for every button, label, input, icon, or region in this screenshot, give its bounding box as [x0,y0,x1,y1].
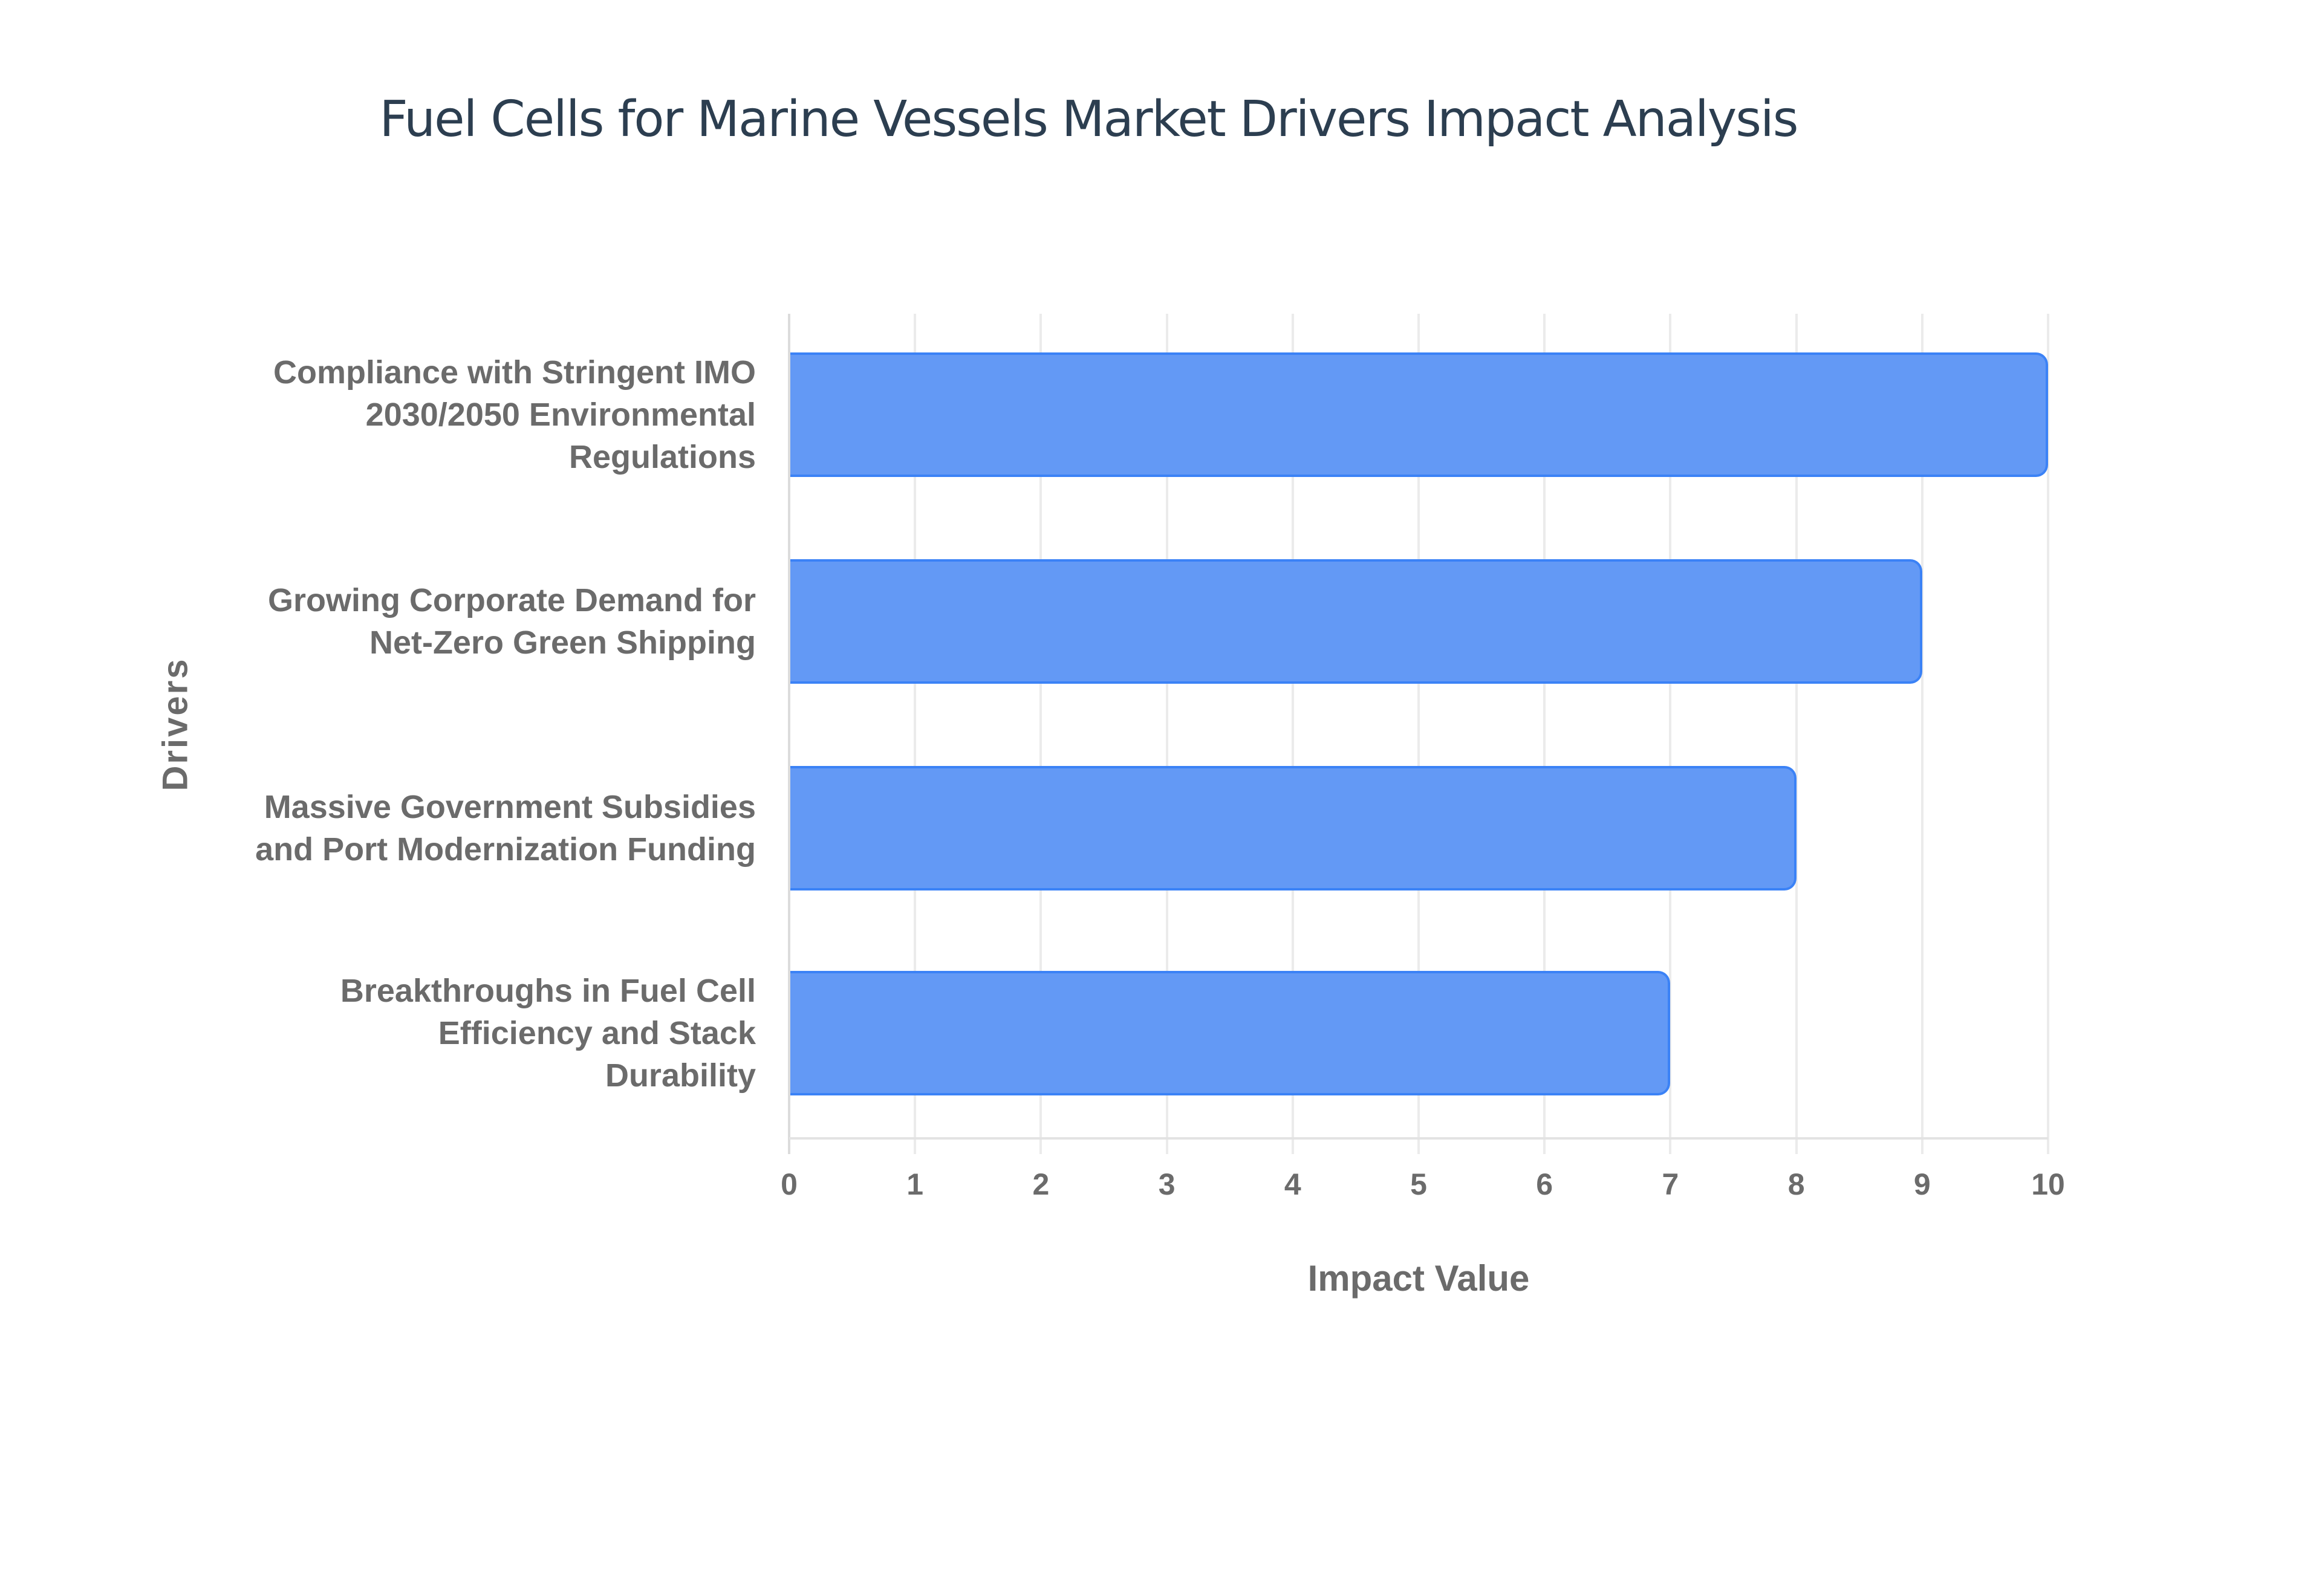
x-axis-title: Impact Value [1307,1258,1530,1299]
gridline [1920,314,1924,1154]
y-category-label: Massive Government Subsidies and Port Mod… [151,786,756,871]
y-category-label-line: Regulations [568,439,756,475]
y-category-label-line: Growing Corporate Demand for [267,582,756,618]
x-tick-label: 4 [1284,1167,1301,1201]
gridline [914,314,917,1154]
x-tick-label: 10 [2031,1167,2065,1201]
chart-title: Fuel Cells for Marine Vessels Market Dri… [379,91,1798,148]
y-axis-title: Drivers [155,657,195,791]
gridline [1165,314,1168,1154]
gridline [1039,314,1042,1154]
y-category-label-line: Efficiency and Stack [438,1015,756,1051]
x-tick-label: 3 [1158,1167,1176,1201]
bar[interactable] [790,971,1671,1095]
x-tick-label: 8 [1787,1167,1805,1201]
y-category-label-line: Net-Zero Green Shipping [369,624,756,661]
x-tick-label: 9 [1913,1167,1931,1201]
y-category-label-line: and Port Modernization Funding [255,831,756,868]
bar[interactable] [790,352,2048,477]
y-axis-line [788,314,790,1154]
y-category-label-line: Massive Government Subsidies [264,789,756,825]
x-tick-label: 5 [1410,1167,1427,1201]
x-tick-label: 2 [1032,1167,1050,1201]
y-category-label-line: Breakthroughs in Fuel Cell [340,973,756,1009]
x-tick-label: 1 [906,1167,924,1201]
plot-area [788,314,2049,1154]
y-category-label: Compliance with Stringent IMO 2030/2050 E… [151,351,756,478]
y-category-label-line: 2030/2050 Environmental [365,397,756,433]
y-category-label-line: Compliance with Stringent IMO [273,354,756,391]
x-tick-label: 6 [1536,1167,1553,1201]
bar[interactable] [790,766,1797,890]
y-category-label-line: Durability [605,1057,756,1094]
gridline [1669,314,1672,1154]
gridline [2047,314,2049,1154]
gridline [1543,314,1546,1154]
y-category-label: Breakthroughs in Fuel Cell Efficiency and… [151,970,756,1097]
bar[interactable] [790,559,1922,684]
gridline [1795,314,1798,1154]
y-category-label: Growing Corporate Demand for Net-Zero Gre… [151,579,756,664]
gridline [1291,314,1294,1154]
x-tick-label: 7 [1662,1167,1679,1201]
x-tick-label: 0 [781,1167,798,1201]
gridline [1417,314,1420,1154]
x-axis-line [789,1137,2048,1140]
